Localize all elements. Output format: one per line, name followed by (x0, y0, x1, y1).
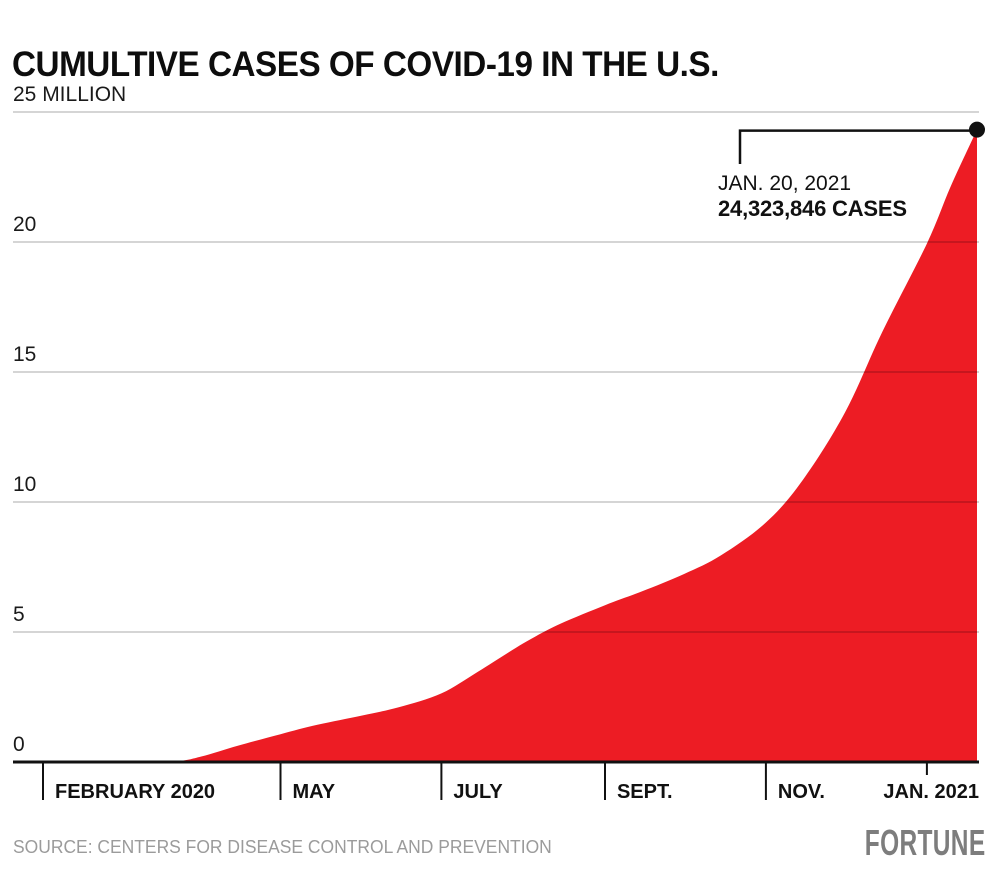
callout-line (738, 129, 977, 164)
y-axis-label-15: 15 (13, 343, 37, 366)
annotation: JAN. 20, 2021 24,323,846 CASES (718, 171, 907, 222)
y-axis-label-0: 0 (13, 733, 25, 756)
x-axis-label-february-2020: FEBRUARY 2020 (55, 781, 216, 803)
annotation-cases: 24,323,846 CASES (718, 196, 907, 221)
data-point-dot (969, 121, 985, 138)
y-axis-label-5: 5 (13, 603, 25, 626)
x-axis-label-may: MAY (292, 781, 336, 803)
x-axis-label-july: JULY (453, 781, 503, 803)
chart-title: CUMULTIVE CASES OF COVID-19 IN THE U.S. (12, 45, 719, 85)
annotation-date: JAN. 20, 2021 (718, 172, 852, 195)
y-axis-label-25: 25 MILLION (13, 83, 127, 106)
x-axis-label-nov: NOV. (777, 781, 825, 803)
source-text: SOURCE: CENTERS FOR DISEASE CONTROL AND … (13, 837, 552, 857)
fortune-logo: FORTUNE (864, 822, 985, 863)
x-axis-label-jan-2021: JAN. 2021 (883, 781, 979, 803)
area-path (43, 129, 977, 763)
y-axis-label-10: 10 (13, 473, 37, 496)
y-axis-label-20: 20 (13, 213, 37, 236)
x-axis-label-sept: SEPT. (616, 781, 673, 803)
